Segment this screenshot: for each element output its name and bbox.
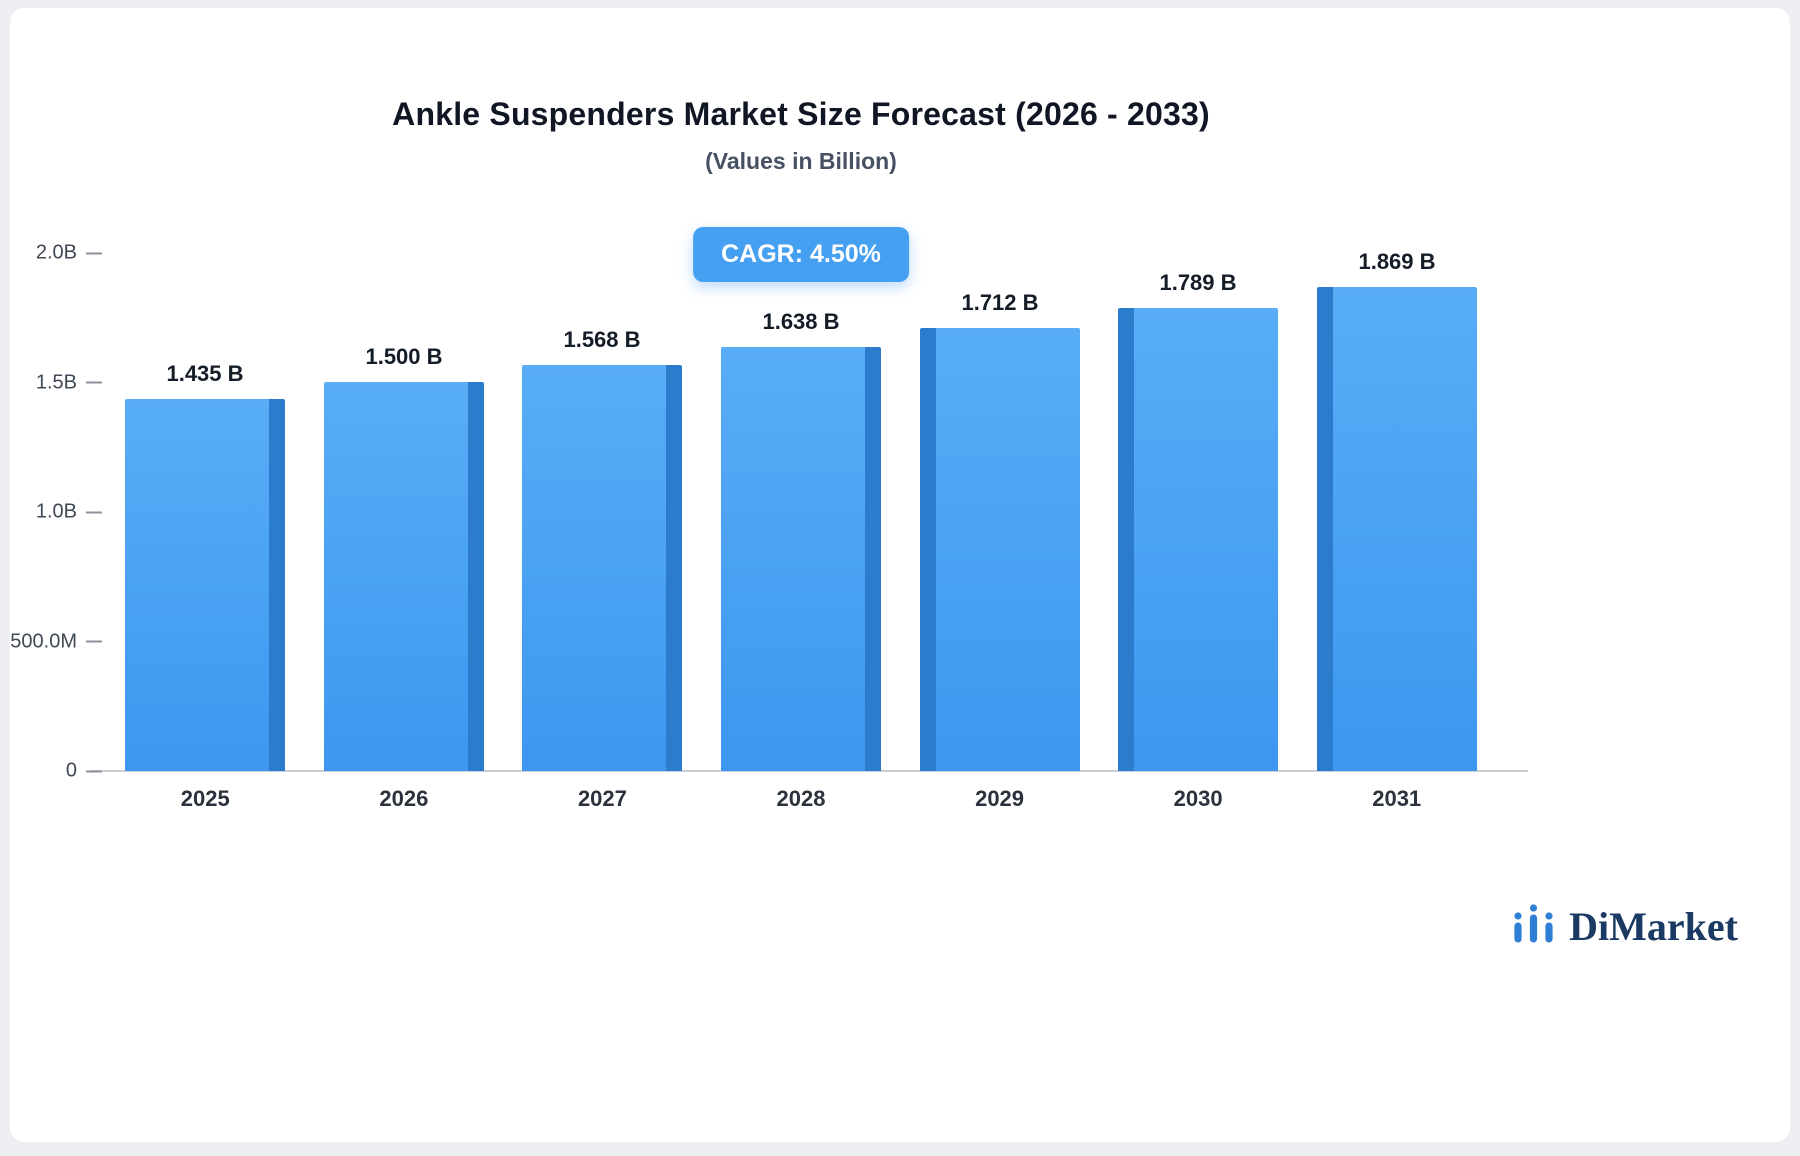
x-axis-label: 2028 (776, 786, 826, 811)
y-axis-tick: 1.5B (36, 371, 102, 394)
bar-2029[interactable] (920, 328, 1080, 771)
bar-value-label: 1.789 B (1159, 270, 1237, 295)
y-axis-tick-mark (86, 381, 102, 384)
bar-2028[interactable] (721, 347, 881, 771)
bar-value-label: 1.500 B (365, 344, 443, 369)
bar-2031[interactable] (1317, 287, 1477, 771)
chart-card (10, 8, 1790, 1142)
bar-3d-side (1317, 287, 1333, 771)
chart-subtitle: (Values in Billion) (705, 148, 897, 174)
bar-3d-side (920, 328, 936, 771)
bar-3d-side (865, 347, 881, 771)
bar-3d-side (1118, 308, 1134, 771)
bar-face (1134, 308, 1278, 771)
cagr-badge: CAGR: 4.50% (693, 227, 909, 282)
bar-face (936, 328, 1080, 771)
bar-value-label: 1.869 B (1358, 249, 1436, 274)
bar-face (721, 347, 865, 771)
x-axis-label: 2025 (180, 786, 230, 811)
bar-3d-side (468, 382, 484, 771)
y-axis-tick-label: 0 (65, 759, 77, 782)
y-axis-tick-label: 1.5B (35, 371, 77, 393)
x-axis-line (90, 770, 1528, 772)
bar-3d-side (666, 365, 682, 771)
bar-2025[interactable] (125, 399, 285, 771)
bar-face (324, 382, 468, 771)
bar-2027[interactable] (522, 365, 682, 771)
bar-chart-logo-icon (1511, 903, 1557, 950)
bar-value-label: 1.638 B (762, 309, 840, 334)
bar-value-label: 1.568 B (563, 327, 641, 352)
plot-area: 1.435 B 2025 1.500 B 2026 1.568 B 2027 1.638 B… (10, 242, 1528, 811)
x-axis-label: 2030 (1173, 786, 1223, 811)
bar-value-label: 1.712 B (961, 290, 1039, 315)
y-axis-tick-label: 1.0B (35, 500, 77, 523)
y-axis-tick-mark (86, 770, 102, 772)
y-axis-tick-label: 2.0B (35, 241, 77, 264)
y-axis-tick: 500.0M (10, 630, 102, 653)
bar-2030[interactable] (1118, 308, 1278, 771)
brand-logo: DiMarket (1511, 903, 1738, 950)
y-axis-tick-label: 500.0M (10, 630, 77, 652)
bar-face (125, 399, 269, 771)
bar-face (522, 365, 666, 771)
bar-face (1333, 287, 1477, 771)
x-axis-label: 2031 (1372, 786, 1422, 811)
y-axis-tick-mark (86, 511, 102, 513)
bar-3d-side (269, 399, 285, 771)
chart-title: Ankle Suspenders Market Size Forecast (2… (392, 96, 1210, 132)
y-axis-tick: 1.0B (36, 501, 102, 524)
x-axis-label: 2026 (379, 786, 429, 811)
bar-value-label: 1.435 B (166, 361, 244, 386)
y-axis-tick: 2.0B (36, 242, 102, 265)
x-axis-label: 2029 (975, 786, 1025, 811)
y-axis-tick-mark (86, 252, 102, 254)
brand-logo-text: DiMarket (1569, 904, 1738, 949)
x-axis-label: 2027 (577, 786, 627, 811)
y-axis-tick-mark (86, 640, 102, 643)
y-axis-tick: 0 (66, 760, 102, 783)
bar-2026[interactable] (324, 382, 484, 771)
